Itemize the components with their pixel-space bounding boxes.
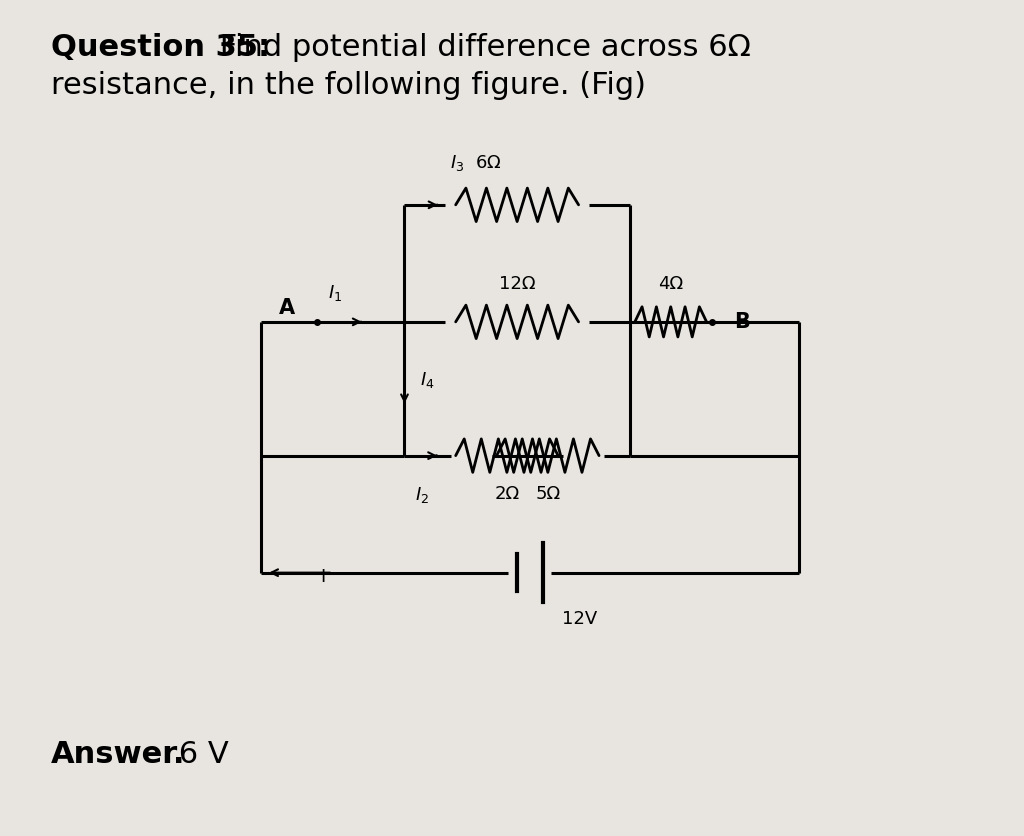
- Text: Answer.: Answer.: [51, 740, 185, 769]
- Text: $I_2$: $I_2$: [415, 485, 429, 505]
- Text: Question 35:: Question 35:: [51, 33, 270, 63]
- Text: 4Ω: 4Ω: [658, 274, 683, 293]
- Text: resistance, in the following figure. (Fig): resistance, in the following figure. (Fi…: [51, 71, 646, 100]
- Text: 12Ω: 12Ω: [499, 274, 536, 293]
- Text: $I_4$: $I_4$: [420, 370, 434, 390]
- Text: B: B: [734, 312, 751, 332]
- Text: 2Ω: 2Ω: [495, 485, 519, 503]
- Text: A: A: [279, 298, 295, 318]
- Text: 6 V: 6 V: [169, 740, 228, 769]
- Text: 5Ω: 5Ω: [536, 485, 560, 503]
- Text: Find potential difference across 6Ω: Find potential difference across 6Ω: [210, 33, 751, 63]
- Text: I: I: [319, 568, 326, 586]
- Text: $I_1$: $I_1$: [328, 283, 342, 303]
- Text: 12V: 12V: [562, 610, 597, 629]
- Text: $I_3$  6Ω: $I_3$ 6Ω: [451, 153, 502, 173]
